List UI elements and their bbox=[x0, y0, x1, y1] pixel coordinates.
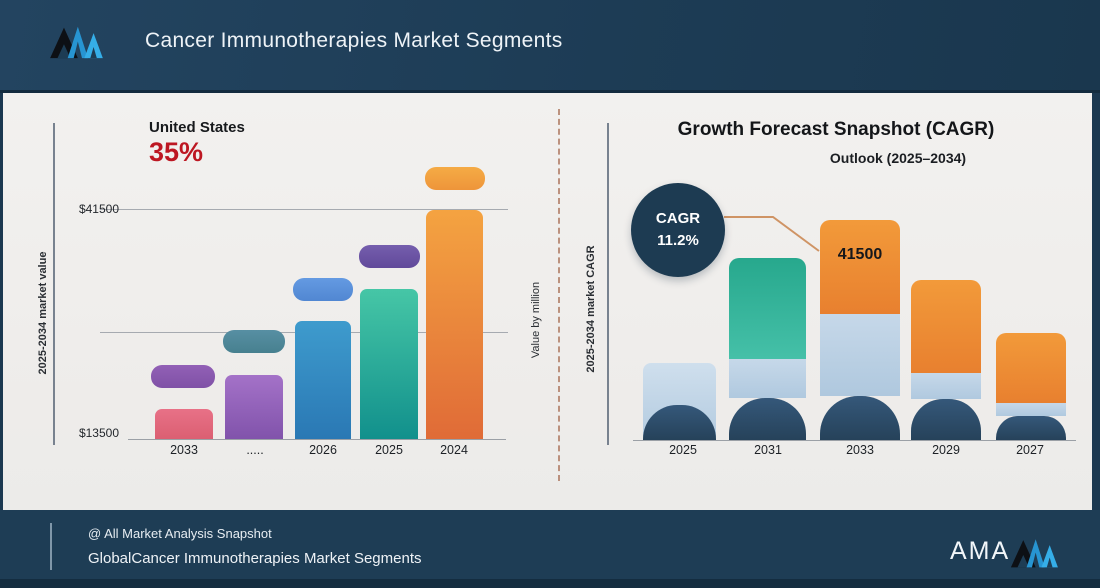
right-cat-2031: 2031 bbox=[754, 443, 782, 457]
left-cat-dots: ..... bbox=[246, 443, 264, 457]
right-cat-2033: 2033 bbox=[846, 443, 874, 457]
right-bar-2033-value: 41500 bbox=[837, 246, 883, 263]
ytick-top: $41500 bbox=[78, 202, 119, 216]
footer-title-text: GlobalCancer Immunotherapies Market Segm… bbox=[88, 550, 422, 567]
left-cat-2025: 2025 bbox=[375, 443, 403, 457]
left-bar-2033 bbox=[155, 409, 213, 439]
left-float-2026 bbox=[293, 278, 353, 301]
right-cat-2027: 2027 bbox=[1016, 443, 1044, 457]
cagr-badge: CAGR 11.2% bbox=[631, 183, 725, 277]
footer-brand-text: AMA bbox=[950, 537, 1011, 565]
left-chart-heading: United States bbox=[149, 119, 245, 136]
left-float-dots bbox=[223, 330, 285, 353]
right-bar-2029-mid bbox=[911, 373, 981, 399]
charts-canvas: United States 35% 2025-2034 market value… bbox=[3, 93, 1092, 510]
right-bar-2027-base bbox=[996, 416, 1066, 440]
footer-snapshot-text: @ All Market Analysis Snapshot bbox=[88, 526, 272, 541]
right-bar-2029-top bbox=[911, 280, 981, 373]
left-cat-2033: 2033 bbox=[170, 443, 198, 457]
footer: @ All Market Analysis Snapshot GlobalCan… bbox=[0, 510, 1100, 588]
header: Cancer Immunotherapies Market Segments bbox=[0, 0, 1100, 93]
ama-logo-icon bbox=[50, 26, 103, 59]
left-y-axis-line bbox=[53, 123, 55, 445]
left-float-2024 bbox=[425, 167, 485, 190]
value-by-million-label: Value by million bbox=[530, 281, 542, 359]
page-title: Cancer Immunotherapies Market Segments bbox=[145, 29, 563, 52]
left-bar-2026 bbox=[295, 321, 351, 439]
left-float-2033 bbox=[151, 365, 215, 388]
right-bar-2031-mid bbox=[729, 359, 806, 398]
left-bar-2025 bbox=[360, 289, 418, 439]
footer-divider-line bbox=[50, 523, 52, 570]
footer-bottom-strip bbox=[0, 579, 1100, 588]
right-y-axis-line bbox=[607, 123, 609, 445]
right-bar-2033-top bbox=[820, 220, 900, 314]
left-chart-percent: 35% bbox=[149, 137, 204, 167]
right-chart-title: Growth Forecast Snapshot (CAGR) bbox=[677, 119, 995, 140]
left-cat-2026: 2026 bbox=[309, 443, 337, 457]
left-bar-dots bbox=[225, 375, 283, 439]
gridline-41500 bbox=[100, 209, 508, 210]
left-cat-2024: 2024 bbox=[440, 443, 468, 457]
right-bar-2027-mid bbox=[996, 403, 1066, 416]
right-bar-2033-mid bbox=[820, 314, 900, 396]
right-cat-2029: 2029 bbox=[932, 443, 960, 457]
ytick-bottom: $13500 bbox=[78, 426, 119, 440]
footer-ama-logo-icon bbox=[1010, 539, 1058, 568]
right-bar-2031-top bbox=[729, 258, 806, 359]
left-float-2025 bbox=[359, 245, 420, 268]
right-x-axis-line bbox=[633, 440, 1076, 441]
right-cat-2025: 2025 bbox=[669, 443, 697, 457]
panel-divider bbox=[558, 109, 560, 481]
right-bar-2031-base bbox=[729, 398, 806, 440]
left-x-axis-line bbox=[128, 439, 506, 440]
cagr-badge-value: 11.2% bbox=[657, 232, 699, 249]
right-y-axis-label: 2025-2034 market CAGR bbox=[585, 245, 597, 373]
right-bar-2033-base bbox=[820, 396, 900, 440]
left-bar-2024 bbox=[426, 210, 483, 439]
cagr-badge-label: CAGR bbox=[655, 210, 701, 228]
right-bar-2029-base bbox=[911, 399, 981, 440]
right-bar-2027-top bbox=[996, 333, 1066, 403]
right-chart-subtitle: Outlook (2025–2034) bbox=[829, 150, 967, 166]
left-y-axis-label: 2025-2034 market value bbox=[37, 251, 49, 375]
